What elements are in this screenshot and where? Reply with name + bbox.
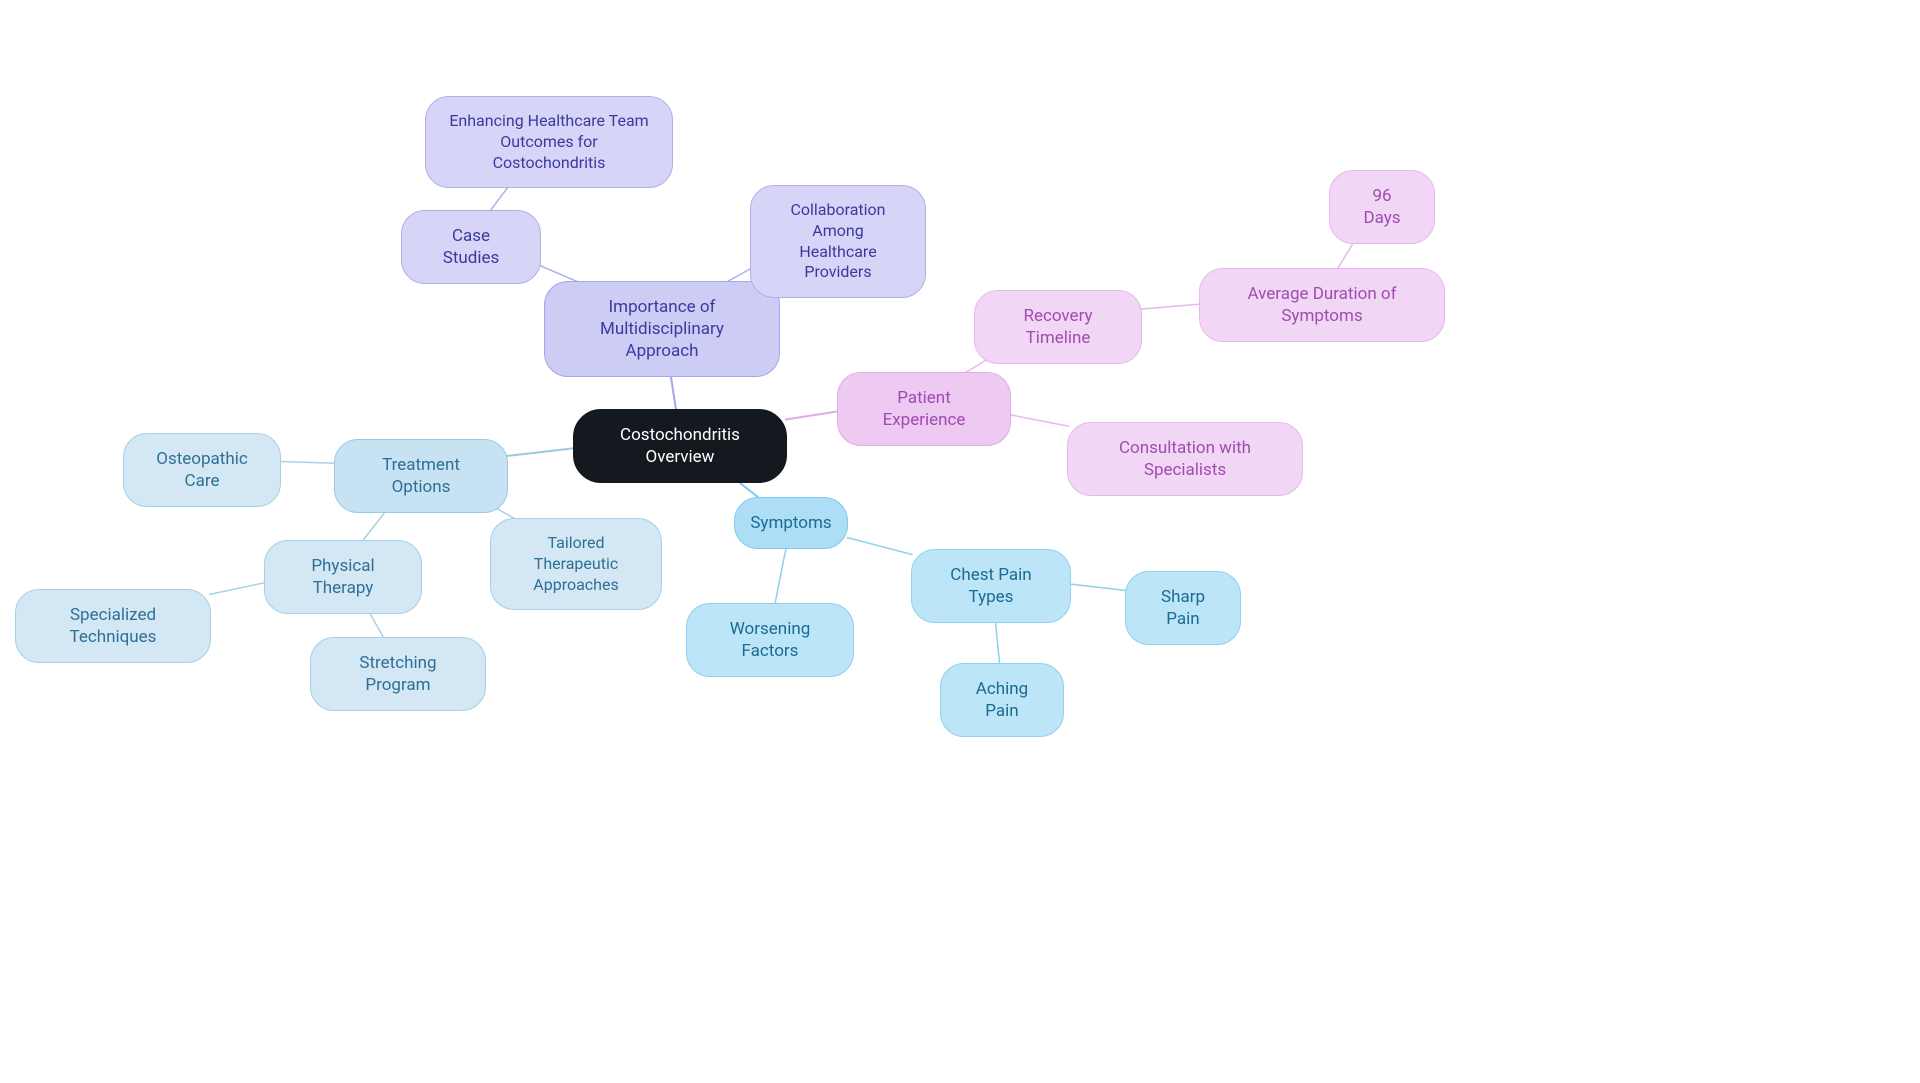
- node-enhance[interactable]: Enhancing Healthcare Team Outcomes for C…: [425, 96, 673, 188]
- node-pt[interactable]: Physical Therapy: [264, 540, 422, 614]
- node-worsen[interactable]: Worsening Factors: [686, 603, 854, 677]
- node-osteo[interactable]: Osteopathic Care: [123, 433, 281, 507]
- edge-root-treatment: [506, 448, 575, 456]
- edge-symptoms-chestpain: [847, 538, 913, 555]
- node-recovery[interactable]: Recovery Timeline: [974, 290, 1142, 364]
- node-spectech[interactable]: Specialized Techniques: [15, 589, 211, 663]
- node-collab[interactable]: Collaboration Among Healthcare Providers: [750, 185, 926, 298]
- node-sharp[interactable]: Sharp Pain: [1125, 571, 1241, 645]
- node-multi[interactable]: Importance of Multidisciplinary Approach: [544, 281, 780, 377]
- node-patient[interactable]: Patient Experience: [837, 372, 1011, 446]
- node-stretch[interactable]: Stretching Program: [310, 637, 486, 711]
- node-root[interactable]: Costochondritis Overview: [573, 409, 787, 483]
- node-treatment[interactable]: Treatment Options: [334, 439, 508, 513]
- edge-patient-consult: [1009, 415, 1069, 427]
- node-tailored[interactable]: Tailored Therapeutic Approaches: [490, 518, 662, 610]
- node-symptoms[interactable]: Symptoms: [734, 497, 848, 549]
- node-days96[interactable]: 96 Days: [1329, 170, 1435, 244]
- node-avgdur[interactable]: Average Duration of Symptoms: [1199, 268, 1445, 342]
- node-casestudies[interactable]: Case Studies: [401, 210, 541, 284]
- node-consult[interactable]: Consultation with Specialists: [1067, 422, 1303, 496]
- edge-recovery-avgdur: [1140, 304, 1201, 309]
- edge-pt-spectech: [209, 582, 266, 594]
- node-chestpain[interactable]: Chest Pain Types: [911, 549, 1071, 623]
- node-aching[interactable]: Aching Pain: [940, 663, 1064, 737]
- edge-root-patient: [785, 411, 839, 419]
- edge-symptoms-worsen: [775, 548, 786, 603]
- edge-treatment-osteo: [279, 461, 335, 463]
- edge-chestpain-sharp: [1069, 584, 1126, 591]
